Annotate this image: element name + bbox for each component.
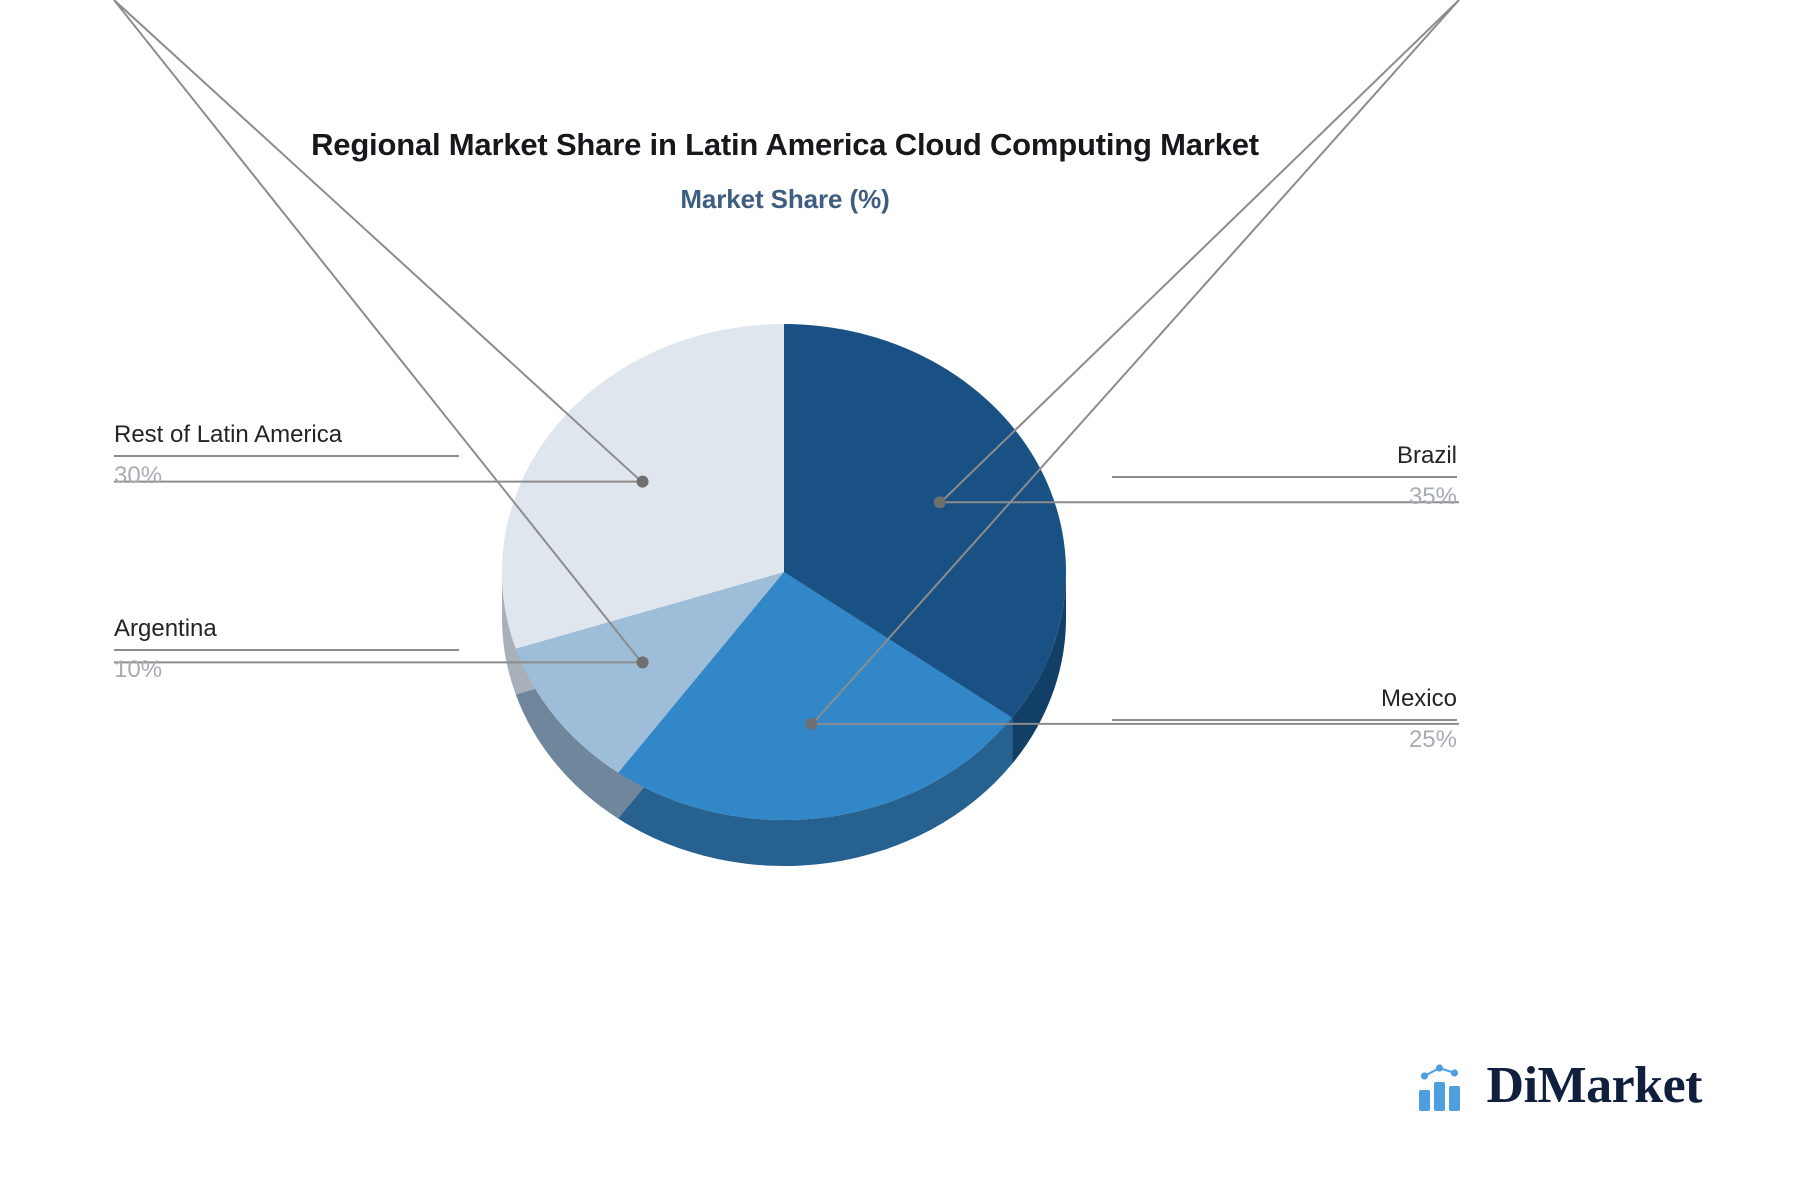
leader-line <box>113 0 643 664</box>
leader-dot <box>636 475 649 488</box>
leader-line <box>811 0 1460 725</box>
pie-slice-argentina[interactable] <box>515 572 784 773</box>
callout-value: 35% <box>1408 483 1457 510</box>
pie-slice-mexico[interactable] <box>618 572 1013 821</box>
callout-label: Argentina <box>114 615 217 642</box>
callout-value: 10% <box>114 656 163 683</box>
pie-slice-rest-of-latin-america[interactable] <box>502 324 784 649</box>
callout-rule <box>1112 476 1457 478</box>
logo-dot-1 <box>1420 1072 1428 1080</box>
callout-label: Rest of Latin America <box>114 421 343 448</box>
callout-brazil: Brazil 35% <box>1112 441 1457 512</box>
pie-slice-wall-mexico <box>618 717 1013 866</box>
callout-label: Mexico <box>1380 685 1457 712</box>
pie-slice-wall-brazil <box>1012 572 1066 764</box>
callout-value: 25% <box>1408 726 1457 753</box>
callout-rule <box>114 455 459 457</box>
leader-line <box>113 0 643 483</box>
leader-dot <box>933 496 946 509</box>
callout-rule <box>114 649 459 651</box>
callout-label: Brazil <box>1396 442 1457 469</box>
logo-bar-3 <box>1448 1086 1460 1111</box>
callout-rule <box>1112 719 1457 721</box>
leader-dot <box>805 717 818 730</box>
callout-value: 30% <box>114 462 163 489</box>
logo-text: DiMarket <box>1486 1057 1703 1114</box>
pie-slice-wall-argentina <box>515 648 619 819</box>
logo-dot-3 <box>1450 1069 1458 1077</box>
pie-3d-walls <box>502 572 1066 866</box>
title-block: Regional Market Share in Latin America C… <box>0 127 1570 215</box>
logo-bar-2 <box>1433 1082 1445 1111</box>
bar-chart-icon <box>1418 1064 1460 1111</box>
callout-mexico: Mexico 25% <box>1112 684 1457 755</box>
pie-radial-face-rest-of-latin-america <box>515 572 784 695</box>
pie-radial-face-argentina <box>618 572 784 819</box>
pie-radial-face-mexico <box>784 572 1013 764</box>
leader-line <box>939 0 1460 504</box>
callout-argentina: Argentina 10% <box>114 614 459 685</box>
pie-top-faces <box>502 324 1066 821</box>
chart-subtitle: Market Share (%) <box>680 184 890 215</box>
callout-rest-of-latin-america: Rest of Latin America 30% <box>114 420 459 491</box>
dimarket-logo: DiMarket <box>1417 1057 1703 1114</box>
pie-slice-brazil[interactable] <box>784 324 1066 718</box>
chart-title: Regional Market Share in Latin America C… <box>311 127 1259 162</box>
pie-slice-wall-rest-of-latin-america <box>502 572 516 695</box>
logo-dot-2 <box>1435 1064 1443 1072</box>
logo-bar-1 <box>1418 1090 1430 1111</box>
leader-dot <box>636 656 649 669</box>
